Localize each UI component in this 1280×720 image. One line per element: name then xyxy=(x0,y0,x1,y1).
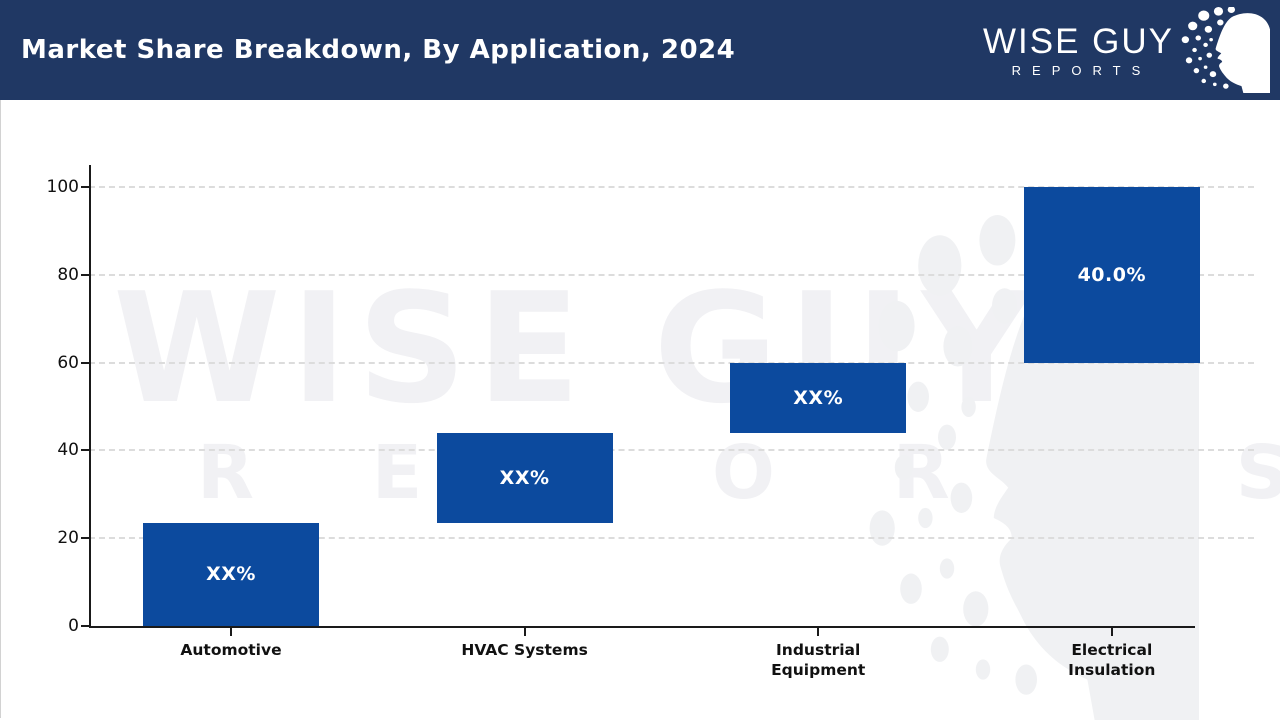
x-tick-mark-2 xyxy=(523,628,526,636)
y-tick-mark-60 xyxy=(81,361,89,364)
bar-value-label: XX% xyxy=(206,563,256,586)
header-banner: Market Share Breakdown, By Application, … xyxy=(0,0,1280,100)
watermark-face-dots xyxy=(853,215,1199,720)
y-axis-spine xyxy=(89,165,91,628)
logo-wiseguy-text: WISE GUY xyxy=(982,21,1174,61)
logo-face-dots-icon xyxy=(1181,7,1270,93)
logo-reports-text: REPORTS xyxy=(1011,62,1152,78)
x-category-label-2: HVAC Systems xyxy=(461,641,588,659)
bar-industrial-equipment: XX% xyxy=(730,362,907,433)
x-category-label-1: Automotive xyxy=(180,641,282,659)
chart-title: Market Share Breakdown, By Application, … xyxy=(21,35,736,65)
x-category-label-3: Industrial Equipment xyxy=(771,641,866,679)
y-tick-label-80: 80 xyxy=(57,264,79,285)
bar-value-label: 40.0% xyxy=(1077,263,1146,286)
y-tick-mark-0 xyxy=(81,625,89,627)
bar-value-label: XX% xyxy=(499,466,550,489)
gridline-40 xyxy=(89,449,1254,452)
y-tick-label-0: 0 xyxy=(68,616,79,636)
x-axis-spine xyxy=(89,626,1195,628)
gridline-100 xyxy=(89,186,1254,189)
bar-hvac-systems: XX% xyxy=(436,432,613,523)
y-tick-label-40: 40 xyxy=(57,440,79,461)
x-tick-mark-3 xyxy=(817,628,820,636)
bar-automotive: XX% xyxy=(143,522,319,626)
x-category-label-4: Electrical Insulation xyxy=(1068,641,1156,679)
y-tick-mark-40 xyxy=(81,449,89,452)
bar-electrical-insulation: 40.0% xyxy=(1023,187,1200,363)
bar-value-label: XX% xyxy=(793,386,844,409)
gridline-60 xyxy=(89,361,1254,364)
wise-guy-logo: WISE GUY REPORTS xyxy=(983,7,1270,93)
chart-area: WISE GUY R E P O R T S XX% XX% XX% 40.0% 0 20… xyxy=(1,100,1280,720)
gridline-20 xyxy=(89,537,1254,540)
logo-wordmark: WISE GUY REPORTS xyxy=(983,24,1174,77)
y-tick-mark-80 xyxy=(81,273,89,276)
y-tick-label-100: 100 xyxy=(46,177,79,198)
x-tick-mark-4 xyxy=(1110,628,1113,636)
y-tick-mark-20 xyxy=(81,537,89,540)
y-tick-mark-100 xyxy=(81,186,89,189)
x-tick-mark-1 xyxy=(230,628,232,636)
gridline-80 xyxy=(89,273,1254,276)
y-tick-label-60: 60 xyxy=(57,352,79,373)
y-tick-label-20: 20 xyxy=(57,528,79,549)
